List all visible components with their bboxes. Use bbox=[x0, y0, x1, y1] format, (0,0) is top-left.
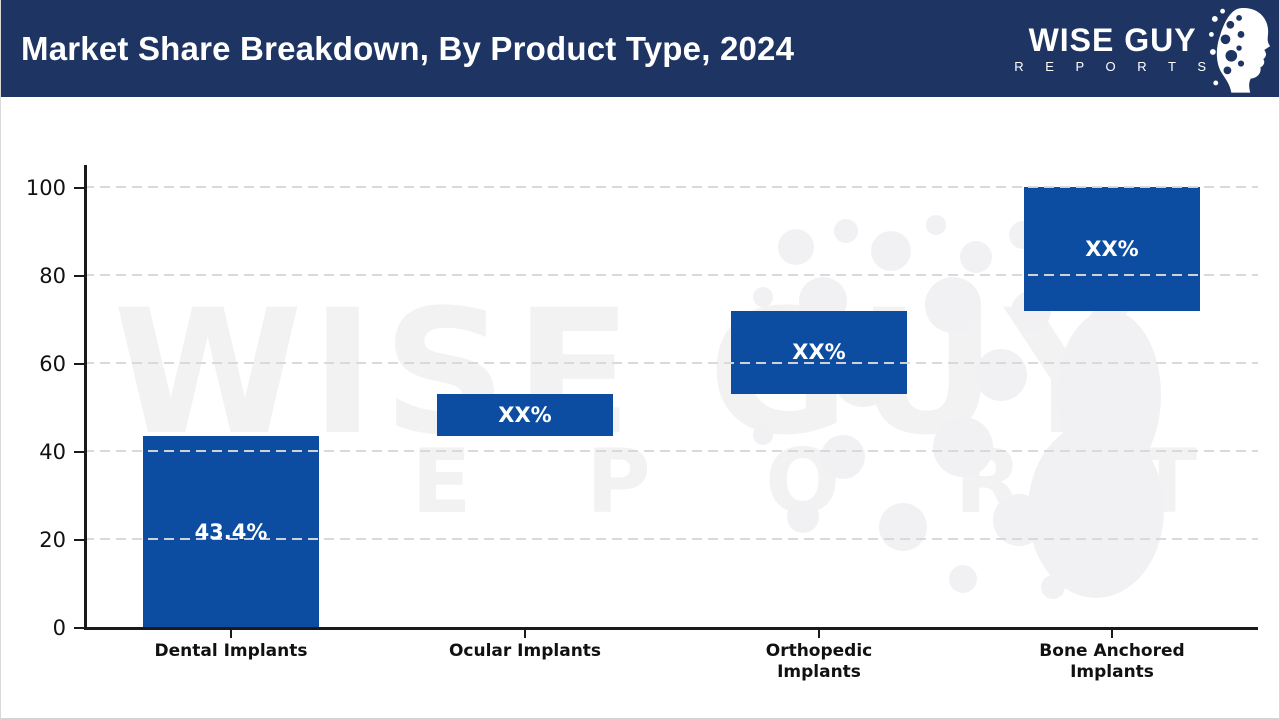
x-category-label: Dental Implants bbox=[154, 641, 308, 661]
wiseguy-logo: WISE GUY R E P O R T S bbox=[1010, 5, 1279, 93]
bar-dental-implants bbox=[143, 436, 319, 627]
y-axis-spine bbox=[84, 165, 87, 630]
y-tick-label: 60 bbox=[39, 352, 66, 376]
wiseguy-logo-text: WISE GUY R E P O R T S bbox=[1010, 24, 1215, 74]
plot-area: 43.4% XX% XX% XX% 0 20 40 60 80 100 Dental Implant… bbox=[1, 97, 1279, 718]
x-tick-mark bbox=[1111, 630, 1113, 638]
gridline-y80 bbox=[84, 274, 1258, 276]
bar-value-label: 43.4% bbox=[194, 519, 268, 544]
wiseguy-logo-wordmark: WISE GUY bbox=[1028, 21, 1197, 58]
bar-orthopedic-implants bbox=[731, 311, 907, 394]
y-tick-label: 80 bbox=[39, 264, 66, 288]
y-tick-mark bbox=[74, 539, 84, 541]
page-title: Market Share Breakdown, By Product Type,… bbox=[21, 29, 795, 67]
gridline-y20 bbox=[84, 538, 1258, 540]
x-category-label: Bone Anchored Implants bbox=[1039, 641, 1185, 683]
bar-bone-anchored-implants bbox=[1024, 187, 1200, 312]
bar-value-label: XX% bbox=[1085, 237, 1139, 262]
wiseguy-logo-subtitle: R E P O R T S bbox=[1014, 58, 1215, 74]
y-tick-label: 20 bbox=[39, 528, 66, 552]
x-tick-mark bbox=[524, 630, 526, 638]
gridline-y40 bbox=[84, 450, 1258, 452]
bar-value-label: XX% bbox=[498, 402, 552, 427]
bar-value-label: XX% bbox=[792, 340, 846, 365]
x-axis-spine bbox=[84, 627, 1258, 630]
header-bar: Market Share Breakdown, By Product Type,… bbox=[1, 0, 1279, 97]
gridline-y60 bbox=[84, 362, 1258, 364]
y-tick-label: 100 bbox=[25, 176, 66, 200]
y-tick-mark bbox=[74, 627, 84, 629]
y-tick-mark bbox=[74, 275, 84, 277]
watermark-face-icon bbox=[753, 215, 1164, 599]
y-tick-label: 0 bbox=[52, 616, 66, 640]
x-category-label: Orthopedic Implants bbox=[765, 641, 873, 683]
gridline-y100 bbox=[84, 186, 1258, 188]
x-tick-mark bbox=[230, 630, 232, 638]
x-category-label: Ocular Implants bbox=[448, 641, 602, 661]
y-tick-mark bbox=[74, 187, 84, 189]
y-tick-mark bbox=[74, 451, 84, 453]
y-tick-mark bbox=[74, 363, 84, 365]
wiseguy-logo-face-icon bbox=[1209, 7, 1271, 93]
bar-ocular-implants bbox=[437, 393, 613, 437]
x-tick-mark bbox=[818, 630, 820, 638]
y-tick-label: 40 bbox=[39, 440, 66, 464]
